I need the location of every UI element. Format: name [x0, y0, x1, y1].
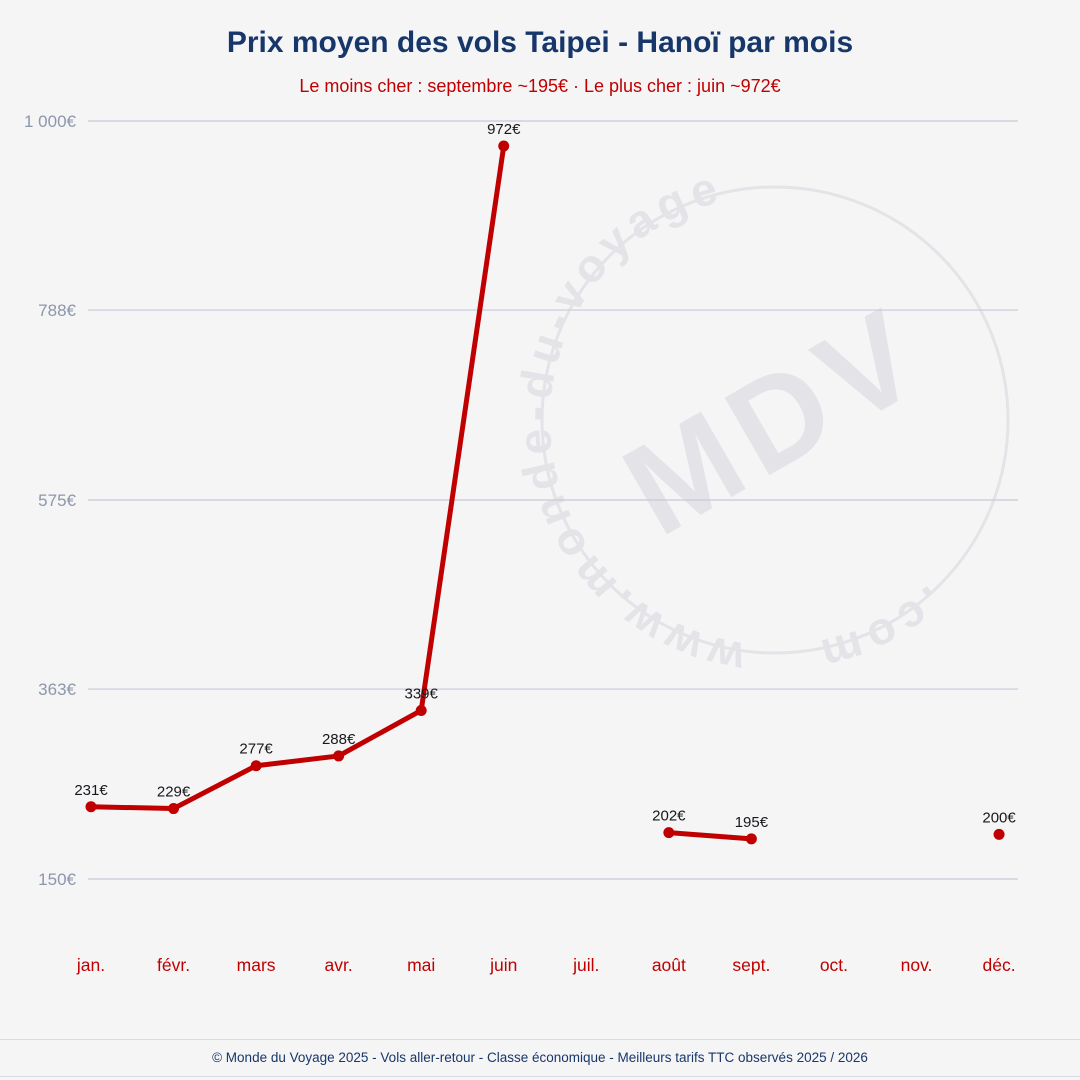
- y-axis-label: 363€: [38, 680, 76, 699]
- x-axis-label: avr.: [325, 955, 353, 975]
- price-line: [88, 143, 507, 812]
- x-axis-label: déc.: [983, 955, 1016, 975]
- data-point-label: 195€: [735, 814, 769, 831]
- data-point: [498, 140, 510, 152]
- watermark-ring: [540, 185, 1010, 655]
- page-title: Prix moyen des vols Taipei - Hanoï par m…: [226, 26, 854, 59]
- data-point: [415, 704, 427, 716]
- x-axis-label: févr.: [157, 955, 190, 975]
- watermark-ring-text-2: .com: [810, 577, 956, 684]
- data-point-label: 972€: [487, 121, 521, 138]
- x-axis-label: mars: [237, 955, 276, 975]
- x-axis-label: nov.: [901, 955, 933, 975]
- data-point-label: 277€: [239, 741, 273, 758]
- data-point-label: 288€: [322, 731, 356, 748]
- x-axis-label: jan.: [76, 955, 105, 975]
- y-axis-label: 1 000€: [24, 112, 77, 131]
- data-point-label: 202€: [652, 808, 686, 825]
- data-point-label: 339€: [405, 685, 439, 702]
- x-axis-label: juin: [489, 955, 517, 975]
- x-axis-label: août: [652, 955, 686, 975]
- price-line: [666, 830, 754, 842]
- footer-text: © Monde du Voyage 2025 - Vols aller-reto…: [0, 1039, 1080, 1077]
- data-point: [333, 750, 345, 762]
- y-axis-label: 575€: [38, 491, 76, 510]
- data-point: [993, 828, 1005, 840]
- data-point: [663, 827, 675, 839]
- x-axis-label: juil.: [572, 955, 599, 975]
- data-point-label: 231€: [74, 782, 108, 799]
- y-axis-label: 150€: [38, 870, 76, 889]
- data-point: [168, 803, 180, 815]
- x-axis-label: mai: [407, 955, 435, 975]
- watermark-center-text: MDV: [600, 277, 949, 563]
- page-subtitle: Le moins cher : septembre ~195€ · Le plu…: [299, 76, 781, 96]
- data-point-label: 229€: [157, 784, 191, 801]
- data-point: [745, 833, 757, 845]
- x-axis-label: oct.: [820, 955, 848, 975]
- data-point-label: 200€: [982, 809, 1016, 826]
- x-axis-label: sept.: [732, 955, 770, 975]
- data-point: [85, 801, 97, 813]
- y-axis-label: 788€: [38, 301, 76, 320]
- data-point: [250, 760, 262, 772]
